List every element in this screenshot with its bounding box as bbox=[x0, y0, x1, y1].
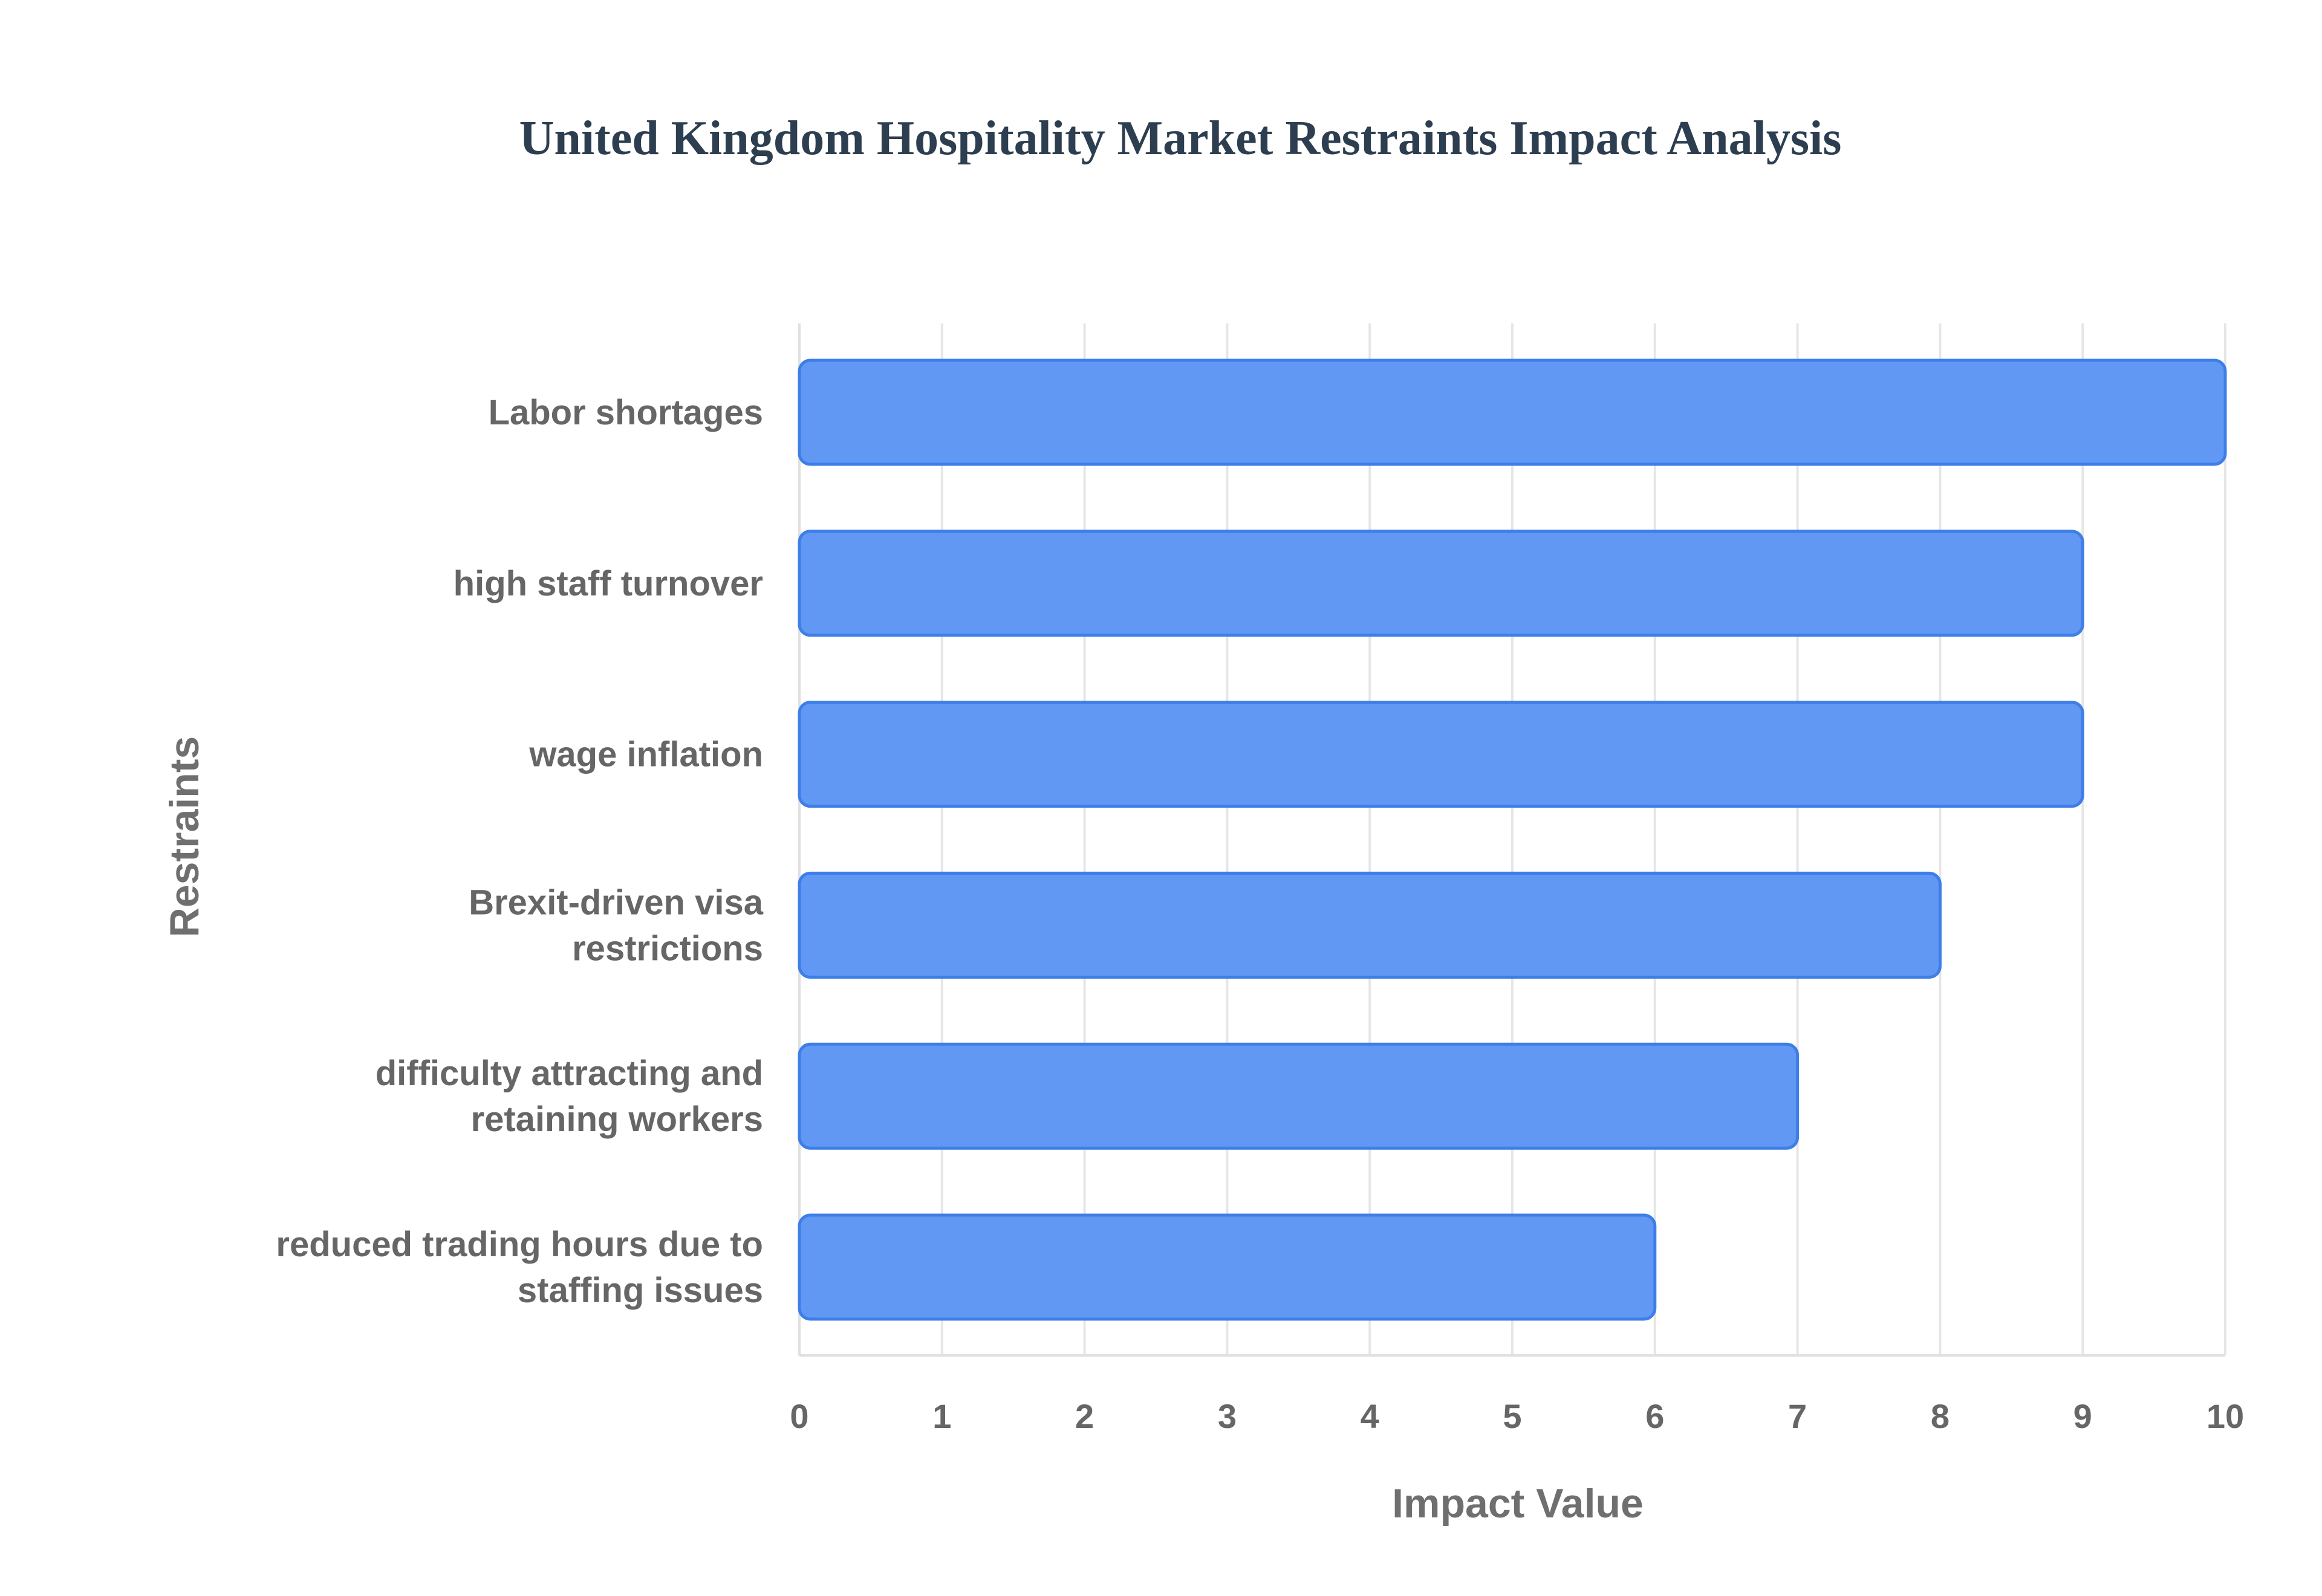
chart-title: United Kingdom Hospitality Market Restra… bbox=[519, 112, 1842, 165]
x-tick-label: 0 bbox=[790, 1397, 808, 1435]
category-label: Brexit-driven visa bbox=[469, 883, 764, 922]
category-label: high staff turnover bbox=[454, 564, 763, 603]
category-label: wage inflation bbox=[528, 735, 763, 774]
x-tick-label: 5 bbox=[1503, 1397, 1521, 1435]
bar-layer bbox=[798, 358, 2227, 1321]
category-label: restrictions bbox=[572, 929, 763, 968]
bar[interactable] bbox=[798, 1042, 1800, 1150]
bar[interactable] bbox=[798, 1213, 1657, 1321]
x-tick-label: 10 bbox=[2207, 1397, 2244, 1435]
bar[interactable] bbox=[798, 871, 1942, 979]
category-label: retaining workers bbox=[471, 1100, 763, 1139]
category-label: staffing issues bbox=[518, 1271, 763, 1310]
category-label: reduced trading hours due to bbox=[276, 1225, 763, 1264]
bar[interactable] bbox=[798, 701, 2084, 808]
x-tick-label: 7 bbox=[1788, 1397, 1807, 1435]
x-tick-label: 8 bbox=[1931, 1397, 1950, 1435]
x-tick-label: 3 bbox=[1218, 1397, 1237, 1435]
y-axis-title: Restraints bbox=[161, 736, 207, 938]
x-axis-title: Impact Value bbox=[1392, 1481, 1644, 1526]
x-tick-label: 9 bbox=[2073, 1397, 2092, 1435]
x-tick-label: 2 bbox=[1075, 1397, 1094, 1435]
bar[interactable] bbox=[798, 358, 2227, 466]
category-label: Labor shortages bbox=[489, 393, 763, 432]
category-label: difficulty attracting and bbox=[376, 1054, 763, 1093]
x-axis-ticks: 0 1 2 3 4 5 6 7 8 9 10 bbox=[790, 1397, 2244, 1435]
x-tick-label: 1 bbox=[932, 1397, 951, 1435]
x-tick-label: 6 bbox=[1645, 1397, 1664, 1435]
category-labels: Labor shortages high staff turnover wage i… bbox=[276, 393, 763, 1310]
bar[interactable] bbox=[798, 530, 2084, 637]
grid-layer bbox=[798, 323, 2226, 1357]
x-tick-label: 4 bbox=[1361, 1397, 1379, 1435]
